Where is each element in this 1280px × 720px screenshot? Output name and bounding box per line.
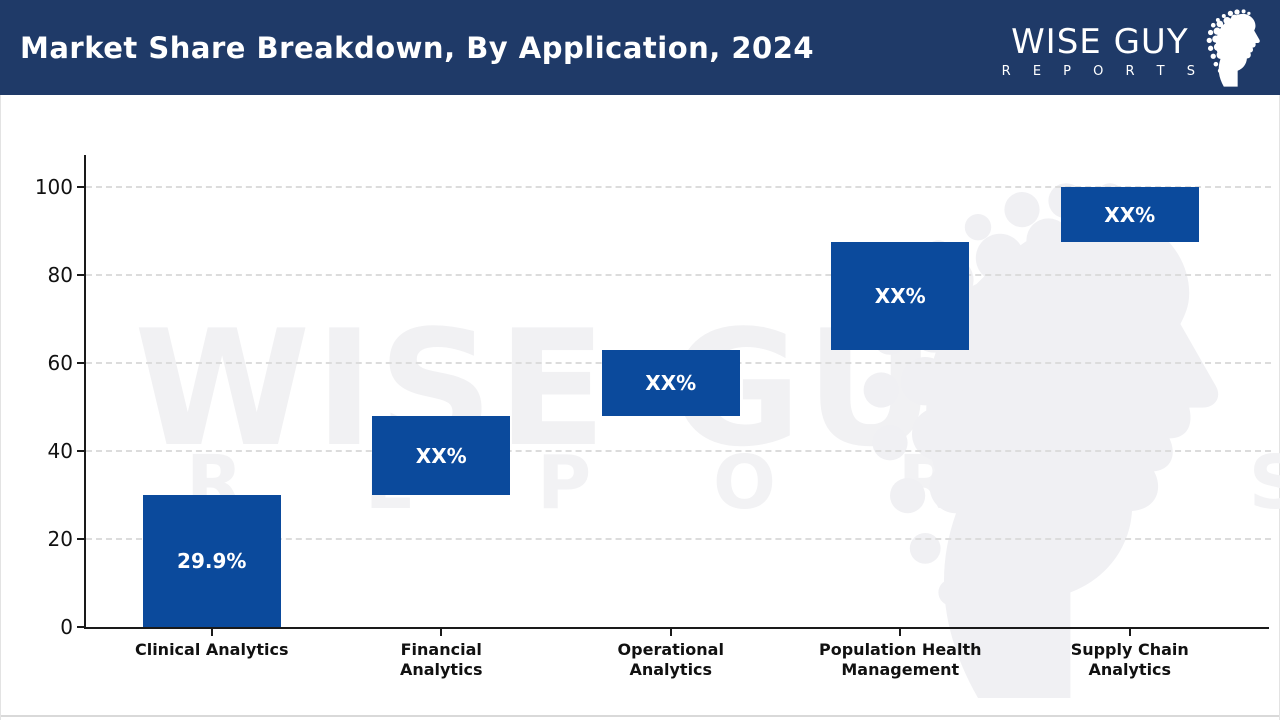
- bar-value-label: XX%: [645, 370, 697, 395]
- logo-wordmark: WISE GUY: [1011, 22, 1189, 62]
- bar-value-label: XX%: [874, 283, 926, 308]
- x-category-label: Operational Analytics: [556, 640, 786, 680]
- bar-value-label: XX%: [415, 443, 467, 468]
- x-category-label: Financial Analytics: [326, 640, 556, 680]
- x-category-label: Supply Chain Analytics: [1015, 640, 1245, 680]
- x-tick-mark: [899, 628, 902, 636]
- x-category-label-line: Management: [841, 660, 960, 679]
- x-tick-mark: [1128, 628, 1131, 636]
- x-tick-mark: [440, 628, 443, 636]
- y-tick-mark: [77, 362, 86, 364]
- x-category-label: Clinical Analytics: [97, 640, 327, 660]
- x-category-label-line: Population Health: [819, 640, 982, 659]
- x-category-label-line: Clinical Analytics: [134, 640, 289, 659]
- x-tick-mark: [210, 628, 213, 636]
- x-category-label-line: Analytics: [629, 660, 713, 679]
- y-tick-label: 100: [34, 175, 73, 199]
- gridline-y-100: [86, 186, 1271, 188]
- gridline-y-20: [86, 538, 1271, 540]
- bar-population-health-management: XX%: [831, 242, 970, 350]
- waterfall-chart: 0 20 40 60 80 100 29.9% Clinical Analytics XX% Fi…: [1, 95, 1279, 720]
- bar-value-label: XX%: [1104, 202, 1156, 227]
- bar-operational-analytics: XX%: [601, 349, 740, 416]
- y-tick-mark: [77, 186, 86, 188]
- chart-canvas: WISE GUY R E P O R T S 0 20 40 60 80 100 29.9%…: [0, 95, 1280, 720]
- y-tick-mark: [77, 626, 86, 628]
- y-tick-label: 60: [47, 351, 73, 375]
- header-bar: Market Share Breakdown, By Application, …: [0, 0, 1280, 95]
- x-category-label-line: Analytics: [1088, 660, 1172, 679]
- page-title: Market Share Breakdown, By Application, …: [20, 30, 815, 65]
- bar-financial-analytics: XX%: [372, 415, 511, 496]
- x-tick-mark: [669, 628, 672, 636]
- y-tick-mark: [77, 450, 86, 452]
- x-category-label-line: Analytics: [399, 660, 483, 679]
- x-category-label-line: Financial: [400, 640, 482, 659]
- y-tick-label: 80: [47, 263, 73, 287]
- y-tick-mark: [77, 538, 86, 540]
- bar-clinical-analytics: 29.9%: [142, 495, 281, 627]
- bar-value-label: 29.9%: [177, 549, 247, 574]
- x-category-label-line: Operational: [617, 640, 724, 659]
- bar-supply-chain-analytics: XX%: [1060, 187, 1199, 242]
- wise-guy-logo: WISE GUY R E P O R T S: [1002, 0, 1272, 95]
- logo-head-icon: [1206, 9, 1260, 87]
- y-tick-mark: [77, 274, 86, 276]
- x-category-label-line: Supply Chain: [1070, 640, 1189, 659]
- logo-text: WISE GUY R E P O R T S: [996, 22, 1204, 79]
- y-tick-label: 20: [47, 527, 73, 551]
- y-axis-line: [84, 155, 86, 629]
- x-category-label: Population Health Management: [785, 640, 1015, 680]
- y-tick-label: 40: [47, 439, 73, 463]
- logo-subtitle: R E P O R T S: [1001, 64, 1204, 79]
- bottom-frame-line: [1, 715, 1279, 717]
- x-axis-line: [84, 627, 1269, 629]
- y-tick-label: 0: [60, 615, 73, 639]
- gridline-y-40: [86, 450, 1271, 452]
- gridline-y-80: [86, 274, 1271, 276]
